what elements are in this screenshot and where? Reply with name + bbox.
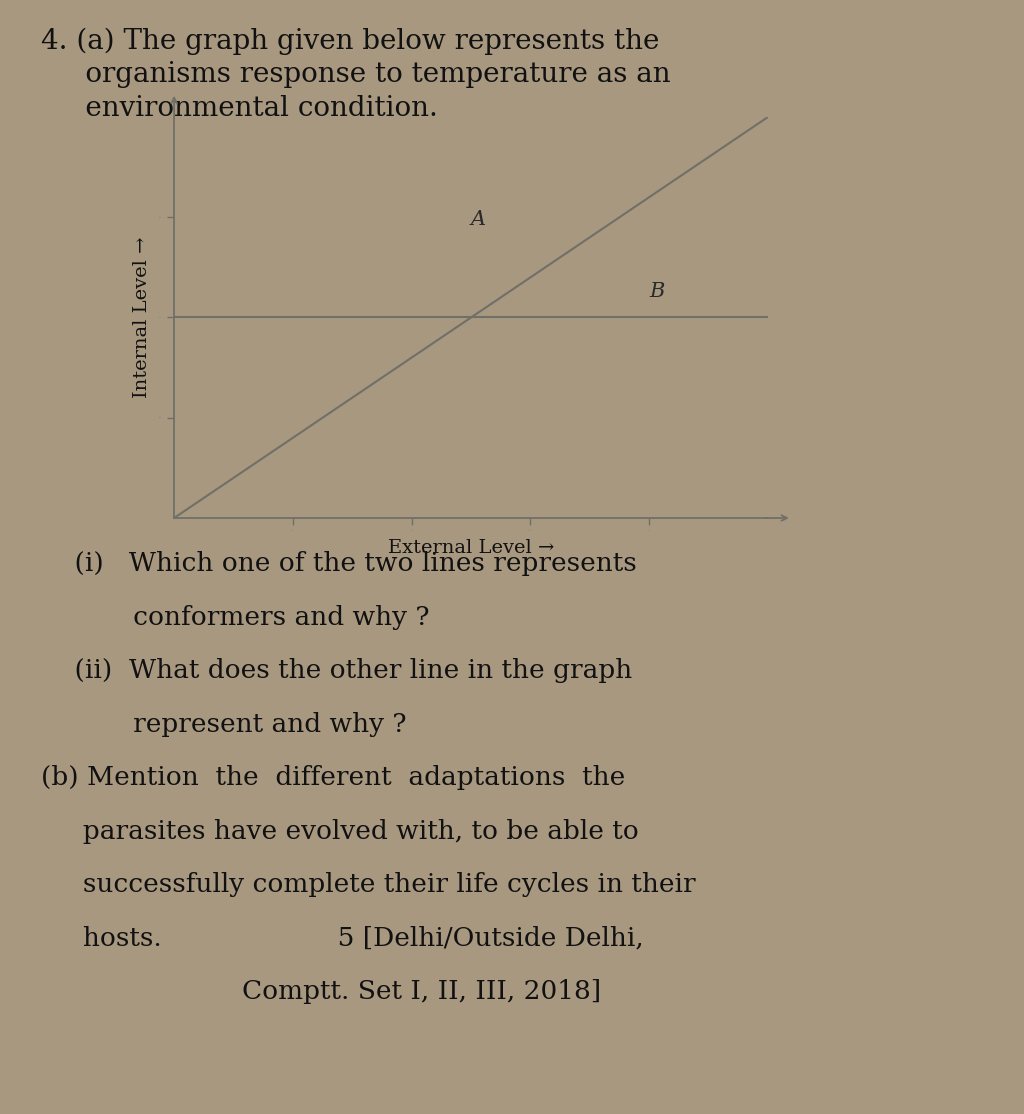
Text: parasites have evolved with, to be able to: parasites have evolved with, to be able … — [41, 819, 639, 843]
Text: environmental condition.: environmental condition. — [41, 95, 438, 121]
Text: 4. (a) The graph given below represents the: 4. (a) The graph given below represents … — [41, 28, 659, 56]
Text: B: B — [649, 283, 665, 302]
Y-axis label: Internal Level →: Internal Level → — [133, 237, 151, 398]
Text: (b) Mention  the  different  adaptations  the: (b) Mention the different adaptations th… — [41, 765, 626, 790]
Text: conformers and why ?: conformers and why ? — [41, 605, 429, 629]
Text: A: A — [471, 211, 486, 229]
Text: successfully complete their life cycles in their: successfully complete their life cycles … — [41, 872, 695, 897]
Text: organisms response to temperature as an: organisms response to temperature as an — [41, 61, 671, 88]
Text: (i)   Which one of the two lines represents: (i) Which one of the two lines represent… — [41, 551, 637, 576]
Text: (ii)  What does the other line in the graph: (ii) What does the other line in the gra… — [41, 658, 632, 683]
X-axis label: External Level →: External Level → — [388, 539, 554, 557]
Text: Comptt. Set I, II, III, 2018]: Comptt. Set I, II, III, 2018] — [41, 979, 601, 1004]
Text: hosts.                     5 [Delhi/Outside Delhi,: hosts. 5 [Delhi/Outside Delhi, — [41, 926, 644, 950]
Text: represent and why ?: represent and why ? — [41, 712, 407, 736]
